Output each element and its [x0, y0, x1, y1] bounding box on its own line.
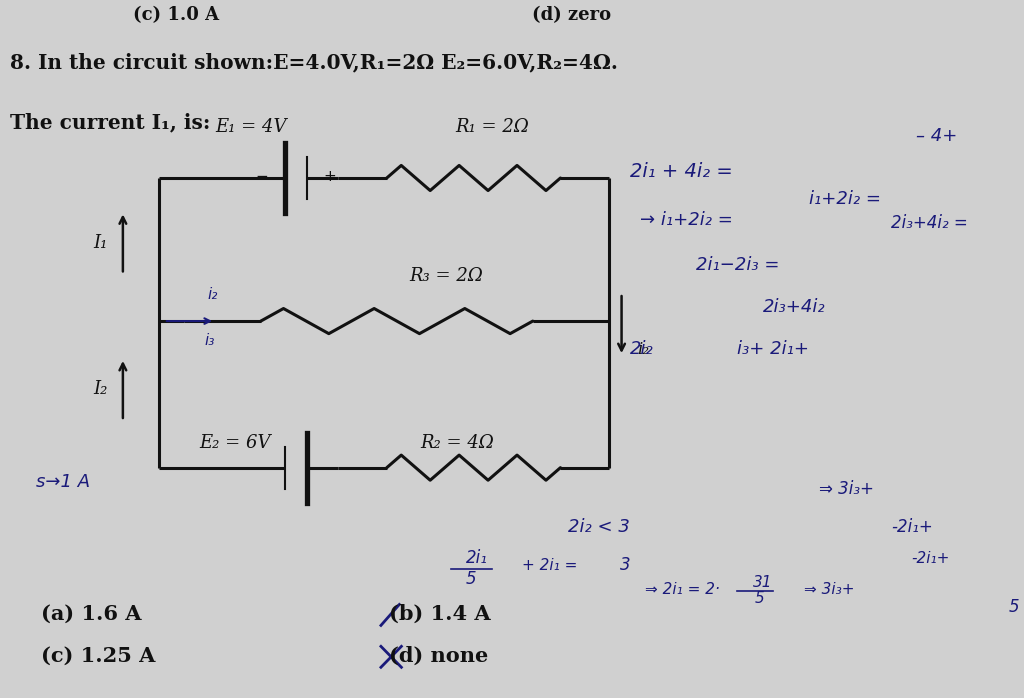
- Text: I₁: I₁: [93, 234, 108, 252]
- Text: I₂: I₂: [93, 380, 108, 399]
- Text: R₁ = 2Ω: R₁ = 2Ω: [456, 118, 529, 136]
- Text: 8. In the circuit shown:E=4.0V,R₁=2Ω E₂=6.0V,R₂=4Ω.: 8. In the circuit shown:E=4.0V,R₁=2Ω E₂=…: [10, 53, 618, 73]
- Text: −: −: [256, 169, 268, 184]
- Text: E₁ = 4V: E₁ = 4V: [215, 118, 287, 136]
- Text: (b) 1.4 A: (b) 1.4 A: [389, 604, 490, 624]
- Text: ⇒ 3i₃+: ⇒ 3i₃+: [819, 480, 874, 498]
- Text: 5: 5: [466, 570, 476, 588]
- Text: (c) 1.0 A: (c) 1.0 A: [133, 6, 219, 24]
- Text: 2i₁: 2i₁: [466, 549, 487, 567]
- Text: → i₁+2i₂ =: → i₁+2i₂ =: [640, 211, 733, 229]
- Text: 2i₁−2i₃ =: 2i₁−2i₃ =: [696, 256, 780, 274]
- Text: i₃+ 2i₁+: i₃+ 2i₁+: [737, 340, 809, 358]
- Text: i₁+2i₂ =: i₁+2i₂ =: [809, 190, 881, 208]
- Text: 2i₂ < 3: 2i₂ < 3: [568, 518, 630, 536]
- Text: 5: 5: [755, 591, 765, 607]
- Text: 3: 3: [620, 556, 630, 574]
- Text: +: +: [324, 169, 336, 184]
- Text: ⇒ 2i₁ = 2·: ⇒ 2i₁ = 2·: [645, 582, 720, 597]
- Text: 2i₂: 2i₂: [630, 340, 653, 358]
- Text: The current I₁, is:: The current I₁, is:: [10, 112, 211, 132]
- Text: s→1 A: s→1 A: [36, 473, 90, 491]
- Text: – 4+: – 4+: [916, 127, 957, 145]
- Text: R₂ = 4Ω: R₂ = 4Ω: [420, 434, 494, 452]
- Text: -2i₁+: -2i₁+: [911, 551, 949, 566]
- Text: + 2i₁ =: + 2i₁ =: [522, 558, 578, 573]
- Text: R₃ = 2Ω: R₃ = 2Ω: [410, 267, 483, 285]
- Text: i₃: i₃: [205, 333, 215, 348]
- Text: (d) zero: (d) zero: [532, 6, 611, 24]
- Text: (d) none: (d) none: [389, 646, 488, 666]
- Text: -2i₁+: -2i₁+: [891, 518, 933, 536]
- Text: i₂: i₂: [637, 341, 649, 357]
- Text: 2i₁ + 4i₂ =: 2i₁ + 4i₂ =: [630, 161, 732, 181]
- Text: E₂ = 6V: E₂ = 6V: [200, 434, 271, 452]
- Text: 5: 5: [1009, 598, 1019, 616]
- Text: ⇒ 3i₃+: ⇒ 3i₃+: [804, 582, 854, 597]
- Text: (a) 1.6 A: (a) 1.6 A: [41, 604, 141, 624]
- Text: 2i₃+4i₂: 2i₃+4i₂: [763, 298, 825, 316]
- Text: 31: 31: [753, 575, 772, 591]
- Text: i₂: i₂: [208, 287, 218, 302]
- Text: 2i₃+4i₂ =: 2i₃+4i₂ =: [891, 214, 968, 232]
- Text: (c) 1.25 A: (c) 1.25 A: [41, 646, 156, 666]
